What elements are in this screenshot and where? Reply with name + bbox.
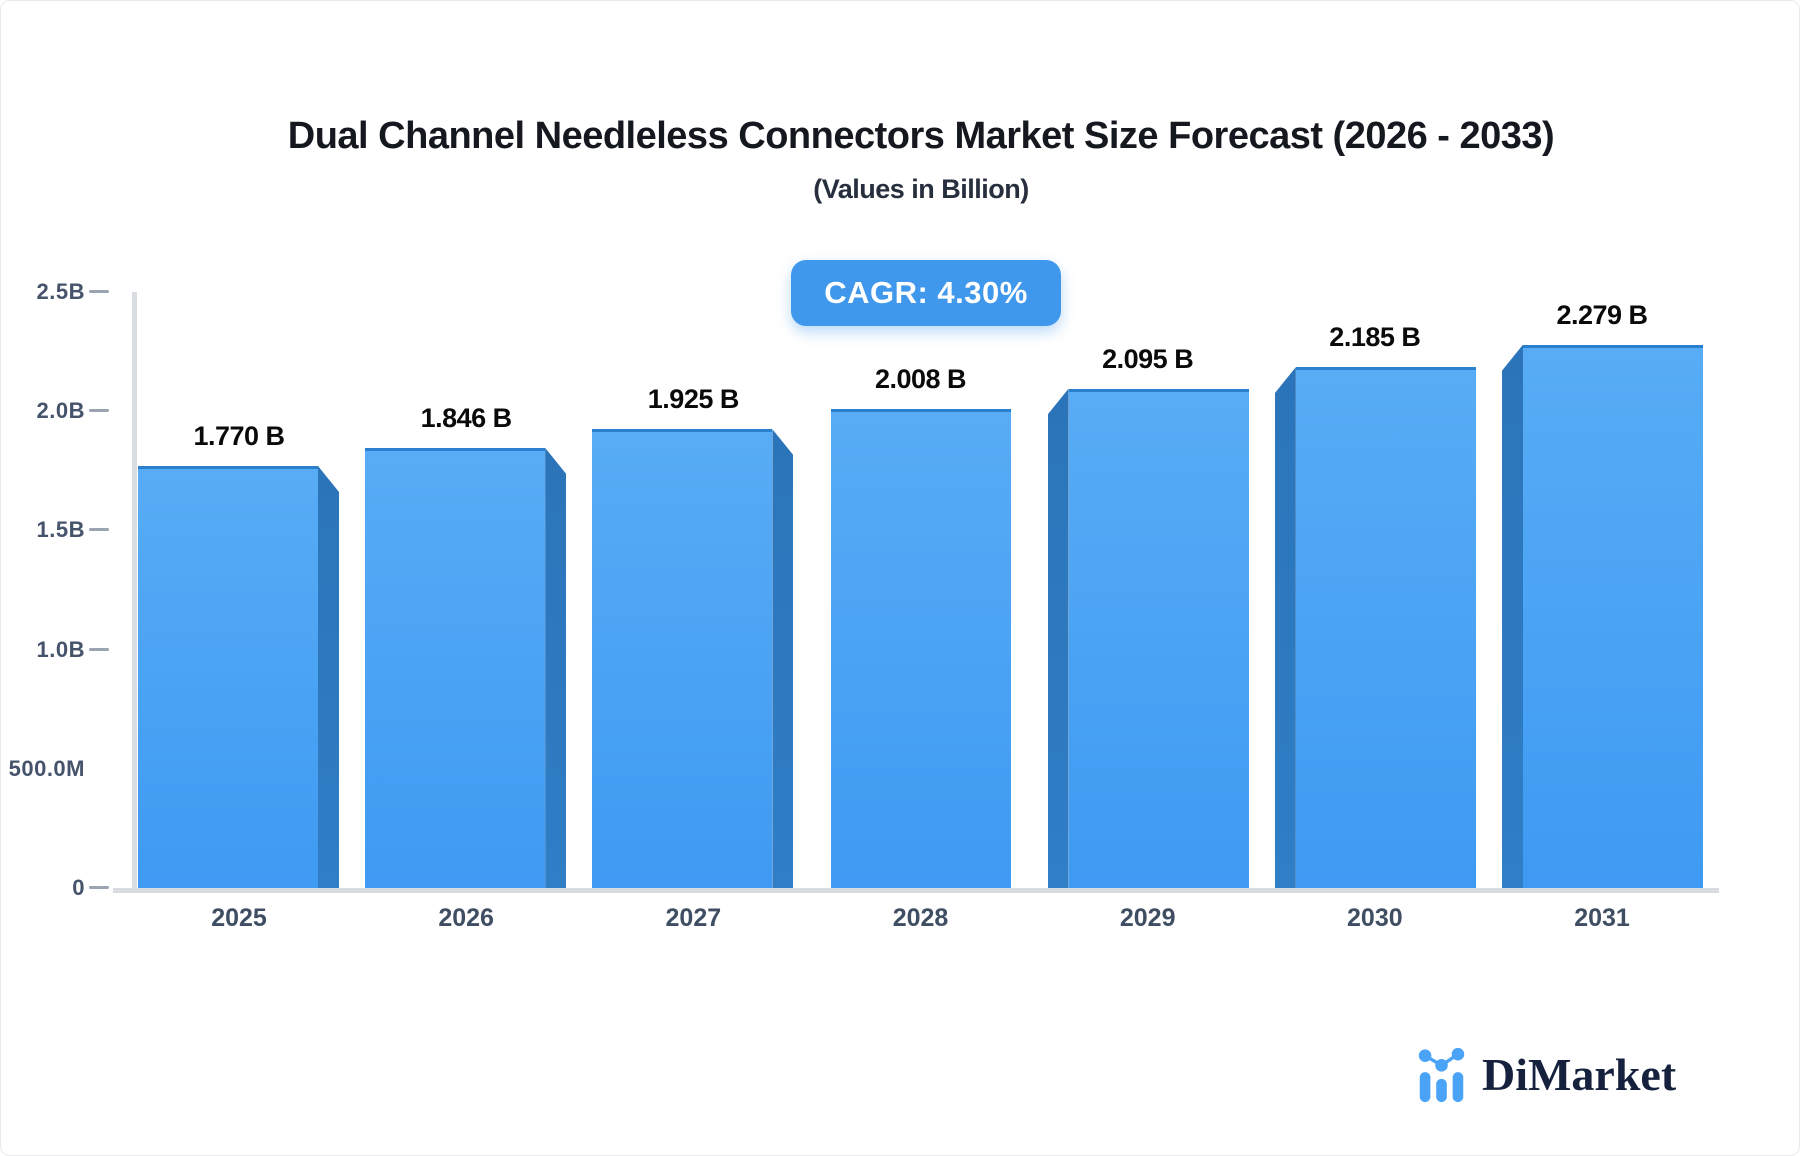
- y-axis-tick-label: 1.0B: [36, 636, 85, 662]
- x-axis-label: 2030: [1347, 904, 1403, 932]
- bar-side-face: [1274, 367, 1296, 888]
- bar-side-face: [545, 447, 567, 888]
- logo: DiMarket: [1413, 1043, 1676, 1107]
- bar-value-label: 2.008 B: [874, 364, 967, 395]
- logo-text: DiMarket: [1482, 1049, 1677, 1100]
- bar-value-label: 1.770 B: [193, 421, 285, 452]
- bar-value-label: 1.925 B: [647, 384, 740, 415]
- bar-value-label: 1.846 B: [420, 402, 513, 433]
- bar-value-label: 2.185 B: [1329, 322, 1421, 353]
- y-axis-tick-label: 0: [72, 875, 85, 900]
- bar-line-chart-icon: [1418, 1047, 1465, 1103]
- x-axis-label: 2031: [1574, 904, 1630, 932]
- bar-side-face: [1502, 344, 1524, 888]
- x-axis-label: 2027: [665, 904, 722, 932]
- y-axis-tick-label: 1.5B: [36, 517, 85, 543]
- y-axis-tick-dash: [89, 647, 109, 651]
- y-axis-tick-dash: [89, 409, 109, 413]
- x-axis-line: [113, 888, 1719, 893]
- x-axis-label: 2026: [438, 904, 494, 932]
- y-axis-line: [132, 292, 137, 888]
- bar: [1523, 344, 1704, 888]
- chart-subtitle: (Values in Billion): [813, 174, 1029, 204]
- chart-title: Dual Channel Needleless Connectors Marke…: [287, 115, 1555, 157]
- x-axis-label: 2025: [211, 904, 267, 932]
- y-axis-tick-label: 500.0M: [8, 755, 85, 781]
- bar-side-face: [1047, 388, 1069, 888]
- x-axis-label: 2028: [892, 904, 949, 932]
- y-axis-tick-dash: [89, 528, 109, 532]
- bar-value-label: 2.279 B: [1556, 299, 1648, 330]
- bar: [365, 447, 546, 888]
- y-axis-tick-label: 2.5B: [36, 279, 85, 304]
- bar: [1068, 388, 1249, 888]
- bar-side-face: [772, 429, 794, 888]
- bar: [1295, 367, 1476, 888]
- bar-side-face: [318, 466, 339, 888]
- bar: [830, 409, 1011, 888]
- cagr-badge: CAGR: 4.30%: [791, 260, 1061, 326]
- bar-value-label: 2.095 B: [1102, 343, 1194, 374]
- y-axis-tick-label: 2.0B: [36, 398, 85, 424]
- y-axis-tick-dash: [89, 886, 109, 889]
- bar: [138, 466, 318, 888]
- y-axis-tick-dash: [89, 290, 109, 293]
- bar: [592, 429, 773, 888]
- x-axis-label: 2029: [1119, 904, 1176, 932]
